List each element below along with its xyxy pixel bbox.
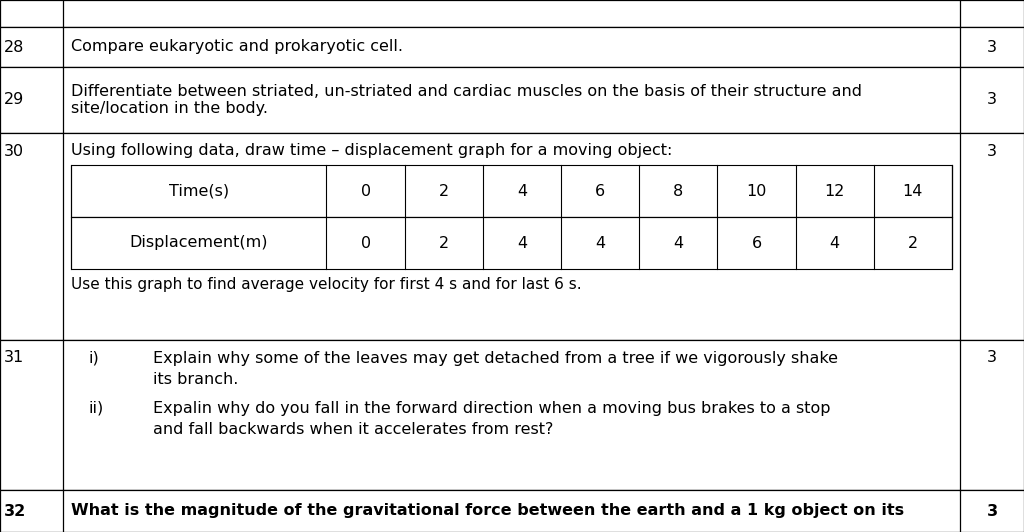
Text: and fall backwards when it accelerates from rest?: and fall backwards when it accelerates f… (153, 422, 553, 437)
Text: 4: 4 (517, 184, 527, 198)
Text: 3: 3 (987, 93, 997, 107)
Text: its branch.: its branch. (153, 372, 239, 387)
Text: 6: 6 (752, 236, 762, 251)
Bar (0, 490, 1024, 532)
Text: What is the magnitude of the gravitational force between the earth and a 1 kg ob: What is the magnitude of the gravitation… (71, 503, 904, 519)
Text: Use this graph to find average velocity for first 4 s and for last 6 s.: Use this graph to find average velocity … (71, 278, 582, 293)
Text: 32: 32 (4, 503, 27, 519)
Text: 4: 4 (829, 236, 840, 251)
Text: 2: 2 (438, 184, 449, 198)
Text: site/location in the body.: site/location in the body. (71, 101, 268, 115)
Bar (0, 133, 1024, 340)
Text: 4: 4 (595, 236, 605, 251)
Text: 31: 31 (4, 351, 25, 365)
Text: Displacement(m): Displacement(m) (129, 236, 268, 251)
Text: 3: 3 (987, 39, 997, 54)
Text: i): i) (88, 351, 98, 365)
Bar (0, 67, 1024, 133)
Text: 10: 10 (746, 184, 767, 198)
Bar (71, 165, 952, 217)
Text: 0: 0 (360, 236, 371, 251)
Text: 3: 3 (987, 144, 997, 159)
Text: 4: 4 (673, 236, 683, 251)
Text: Explain why some of the leaves may get detached from a tree if we vigorously sha: Explain why some of the leaves may get d… (153, 351, 838, 365)
Text: 0: 0 (360, 184, 371, 198)
Text: 14: 14 (903, 184, 923, 198)
Text: 8: 8 (673, 184, 683, 198)
Text: 28: 28 (4, 39, 25, 54)
Text: 3: 3 (986, 503, 997, 519)
Text: Expalin why do you fall in the forward direction when a moving bus brakes to a s: Expalin why do you fall in the forward d… (153, 401, 830, 415)
Bar (71, 217, 952, 269)
Text: 6: 6 (595, 184, 605, 198)
Bar (0, 340, 1024, 490)
Text: 29: 29 (4, 93, 25, 107)
Text: 30: 30 (4, 144, 25, 159)
Text: 12: 12 (824, 184, 845, 198)
Text: 2: 2 (438, 236, 449, 251)
Text: 4: 4 (517, 236, 527, 251)
Bar (0, 0, 1024, 27)
Text: Time(s): Time(s) (169, 184, 228, 198)
Text: Using following data, draw time – displacement graph for a moving object:: Using following data, draw time – displa… (71, 144, 673, 159)
Text: 3: 3 (987, 351, 997, 365)
Text: Differentiate between striated, un-striated and cardiac muscles on the basis of : Differentiate between striated, un-stria… (71, 85, 862, 99)
Text: ii): ii) (88, 401, 103, 415)
Bar (0, 27, 1024, 67)
Text: Compare eukaryotic and prokaryotic cell.: Compare eukaryotic and prokaryotic cell. (71, 39, 403, 54)
Text: 2: 2 (908, 236, 918, 251)
